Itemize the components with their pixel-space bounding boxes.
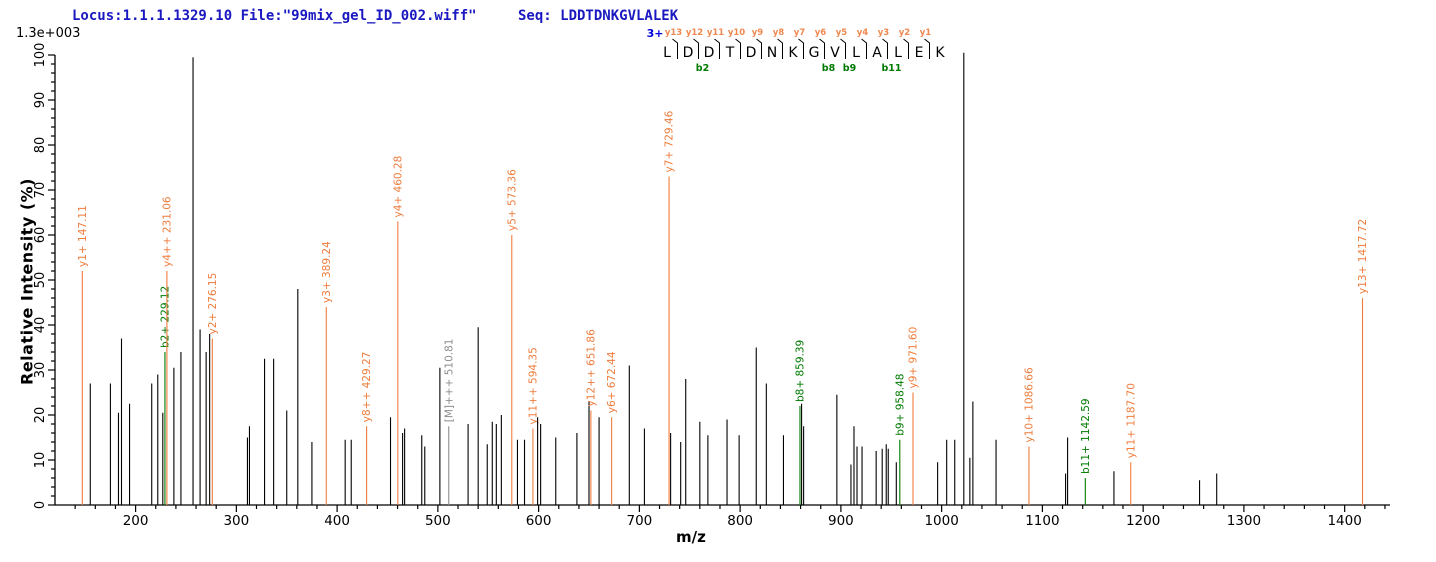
- fragment-bracket: [798, 38, 804, 59]
- y-ion-tag: y13: [665, 28, 682, 38]
- y-ion-tag: y4: [857, 28, 869, 38]
- residue-letter: V: [830, 45, 840, 61]
- x-tick-label: 300: [223, 513, 249, 529]
- peak-label: y13+ 1417.72: [1357, 219, 1369, 294]
- residue-letter: T: [725, 45, 735, 61]
- fragment-bracket: [693, 38, 699, 59]
- fragment-bracket: [714, 38, 720, 59]
- fragment-bracket: [672, 38, 678, 59]
- y-ion-tag: y5: [836, 28, 848, 38]
- x-tick-label: 700: [626, 513, 652, 529]
- peak-label: y4++ 231.06: [161, 196, 173, 267]
- y-tick-label: 30: [33, 362, 48, 379]
- peak-label: y7+ 729.46: [664, 110, 676, 172]
- y-ion-tag: y2: [899, 28, 911, 38]
- x-tick-label: 1000: [924, 513, 958, 529]
- residue-letter: E: [915, 45, 924, 61]
- peak-label: y10+ 1086.66: [1023, 367, 1035, 442]
- fragment-bracket: [882, 38, 888, 59]
- peak-label: y9+ 971.60: [908, 327, 920, 389]
- peak-label: y4+ 460.28: [392, 156, 404, 218]
- x-tick-label: 1200: [1126, 513, 1160, 529]
- b-ion-tag: b11: [881, 63, 901, 74]
- peak-label: y5+ 573.36: [506, 169, 518, 231]
- y-ion-tag: y7: [794, 28, 806, 38]
- x-tick-label: 1100: [1025, 513, 1059, 529]
- residue-letter: L: [852, 45, 860, 61]
- y-tick-label: 70: [33, 182, 48, 199]
- x-tick-label: 1400: [1327, 513, 1361, 529]
- fragment-bracket: [735, 38, 741, 59]
- fragment-bracket: [777, 38, 783, 59]
- peak-label: y2+ 276.15: [207, 273, 219, 335]
- x-tick-label: 1300: [1227, 513, 1261, 529]
- y-ion-tag: y3: [878, 28, 890, 38]
- y-ion-tag: y12: [686, 28, 703, 38]
- y-ion-tag: y11: [707, 28, 724, 38]
- x-tick-label: 800: [727, 513, 753, 529]
- residue-letter: L: [894, 45, 902, 61]
- residue-letter: G: [809, 45, 820, 61]
- x-tick-label: 500: [425, 513, 451, 529]
- x-tick-label: 200: [123, 513, 149, 529]
- peak-label: b8+ 859.39: [794, 340, 806, 402]
- residue-letter: D: [704, 45, 715, 61]
- peak-label: b2+ 229.12: [159, 286, 171, 348]
- peak-label: y6+ 672.44: [606, 351, 618, 413]
- precursor-charge-label: 3+: [647, 27, 664, 40]
- residue-letter: K: [935, 45, 945, 61]
- residue-letter: D: [746, 45, 757, 61]
- peak-label: y3+ 389.24: [321, 241, 333, 303]
- y-tick-label: 20: [33, 407, 48, 424]
- y-ion-tag: y1: [920, 28, 932, 38]
- fragment-bracket: [756, 38, 762, 59]
- peak-label: y8++ 429.27: [361, 352, 373, 423]
- x-axis-title: m/z: [676, 528, 706, 546]
- y-tick-label: 90: [33, 92, 48, 109]
- y-tick-label: 80: [33, 137, 48, 154]
- y-tick-label: 10: [33, 452, 48, 469]
- y-ion-tag: y6: [815, 28, 827, 38]
- peak-label: b9+ 958.48: [894, 374, 906, 436]
- y-ion-tag: y9: [752, 28, 764, 38]
- x-tick-label: 400: [324, 513, 350, 529]
- residue-letter: N: [767, 45, 777, 61]
- x-tick-label: 600: [526, 513, 552, 529]
- intensity-scale-note: 1.3e+003: [16, 26, 81, 41]
- b-ion-tag: b2: [696, 63, 709, 74]
- residue-letter: L: [663, 45, 671, 61]
- fragment-bracket: [861, 38, 867, 59]
- peak-label: y11++ 594.35: [527, 347, 539, 424]
- peak-label: b11+ 1142.59: [1080, 398, 1092, 474]
- y-tick-label: 100: [33, 43, 48, 68]
- b-ion-tag: b9: [843, 63, 856, 74]
- locus-file-text: Locus:1.1.1.1329.10 File:"99mix_gel_ID_0…: [72, 8, 477, 24]
- y-tick-label: 40: [33, 317, 48, 334]
- y-ion-tag: y10: [728, 28, 745, 38]
- x-tick-label: 900: [828, 513, 854, 529]
- sequence-text: Seq: LDDTDNKGVLALEK: [518, 8, 679, 24]
- peak-label: y11+ 1187.70: [1125, 383, 1137, 458]
- y-tick-label: 50: [33, 272, 48, 289]
- b-ion-tag: b8: [822, 63, 836, 74]
- fragment-bracket: [819, 38, 825, 59]
- peak-label: y1+ 147.11: [77, 205, 89, 267]
- fragment-bracket: [840, 38, 846, 59]
- peak-label: y12++ 651.86: [585, 329, 597, 407]
- residue-letter: A: [872, 45, 882, 61]
- y-tick-label: 0: [33, 501, 48, 509]
- peak-label: [M]+++ 510.81: [443, 339, 455, 423]
- fragment-bracket: [924, 38, 930, 59]
- residue-letter: D: [683, 45, 694, 61]
- y-tick-label: 60: [33, 227, 48, 244]
- y-ion-tag: y8: [773, 28, 785, 38]
- fragment-bracket: [903, 38, 909, 59]
- residue-letter: K: [788, 45, 798, 61]
